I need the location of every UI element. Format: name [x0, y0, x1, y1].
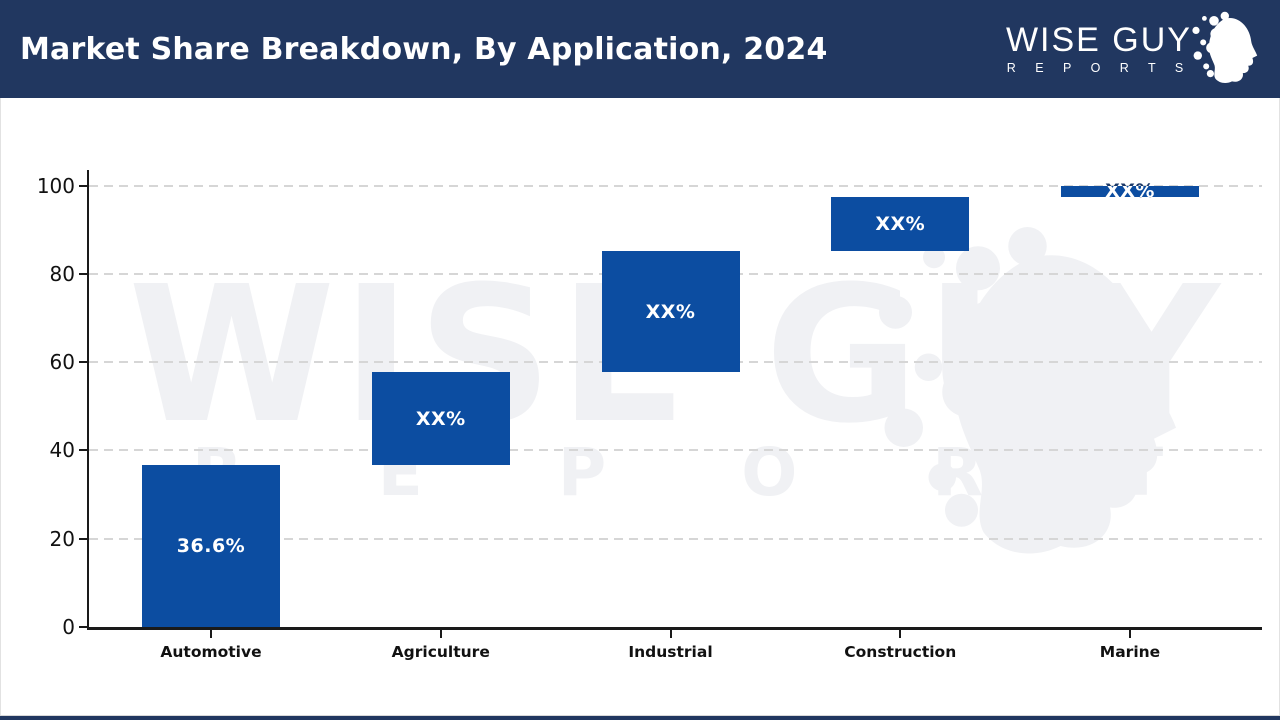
y-axis-line — [87, 170, 89, 629]
x-tick — [439, 629, 442, 638]
bar: 36.6% — [142, 465, 280, 627]
y-tick — [79, 449, 87, 452]
y-tick-label: 80 — [49, 261, 75, 286]
logo-head-icon — [1190, 7, 1262, 91]
y-tick-label: 40 — [49, 438, 75, 463]
footer-bar — [0, 716, 1280, 720]
x-tick — [669, 629, 672, 638]
gridline — [89, 537, 1262, 540]
bar-value-label: 36.6% — [176, 535, 246, 558]
x-tick-label: Industrial — [628, 643, 713, 661]
y-tick — [79, 626, 87, 628]
x-tick — [210, 629, 212, 638]
y-tick — [79, 272, 87, 275]
gridline — [89, 184, 1262, 187]
gridline — [89, 449, 1262, 452]
x-tick-label: Construction — [844, 643, 957, 661]
x-axis-line — [87, 627, 1262, 630]
logo-text: WISE GUY R E P O R T S — [1006, 23, 1192, 75]
footer-hairline — [0, 715, 1280, 716]
x-tick — [899, 629, 902, 638]
bar-value-label: XX% — [875, 212, 926, 235]
y-tick — [79, 184, 87, 187]
x-tick-label: Marine — [1099, 643, 1161, 661]
header-bar: Market Share Breakdown, By Application, … — [0, 0, 1280, 98]
bar-value-label: XX% — [1105, 185, 1155, 197]
y-tick — [79, 537, 87, 540]
x-tick-label: Automotive — [160, 643, 262, 661]
y-tick-label: 100 — [36, 173, 75, 198]
bar: XX% — [601, 251, 740, 373]
bar-value-label: XX% — [415, 407, 466, 430]
bar: XX% — [831, 196, 970, 251]
y-tick-label: 60 — [49, 350, 75, 375]
x-tick-label: Agriculture — [391, 643, 490, 661]
y-tick-label: 0 — [62, 615, 75, 639]
logo-wordmark: WISE GUY — [1005, 21, 1192, 60]
bar-value-label: XX% — [645, 300, 696, 323]
y-tick-label: 20 — [49, 526, 75, 551]
bar: XX% — [371, 372, 510, 466]
x-tick — [1129, 629, 1131, 638]
logo-subtitle: R E P O R T S — [1006, 61, 1192, 76]
bar: XX% — [1061, 185, 1199, 197]
page-title: Market Share Breakdown, By Application, … — [20, 31, 828, 67]
y-tick — [79, 361, 87, 364]
wise-guy-logo: WISE GUY R E P O R T S — [1006, 7, 1262, 91]
